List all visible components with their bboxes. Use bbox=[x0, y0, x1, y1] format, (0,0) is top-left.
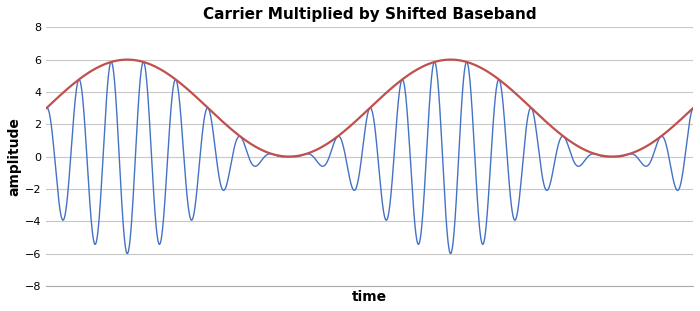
Y-axis label: amplitude: amplitude bbox=[7, 117, 21, 196]
Title: Carrier Multiplied by Shifted Baseband: Carrier Multiplied by Shifted Baseband bbox=[203, 7, 537, 22]
X-axis label: time: time bbox=[352, 290, 387, 304]
